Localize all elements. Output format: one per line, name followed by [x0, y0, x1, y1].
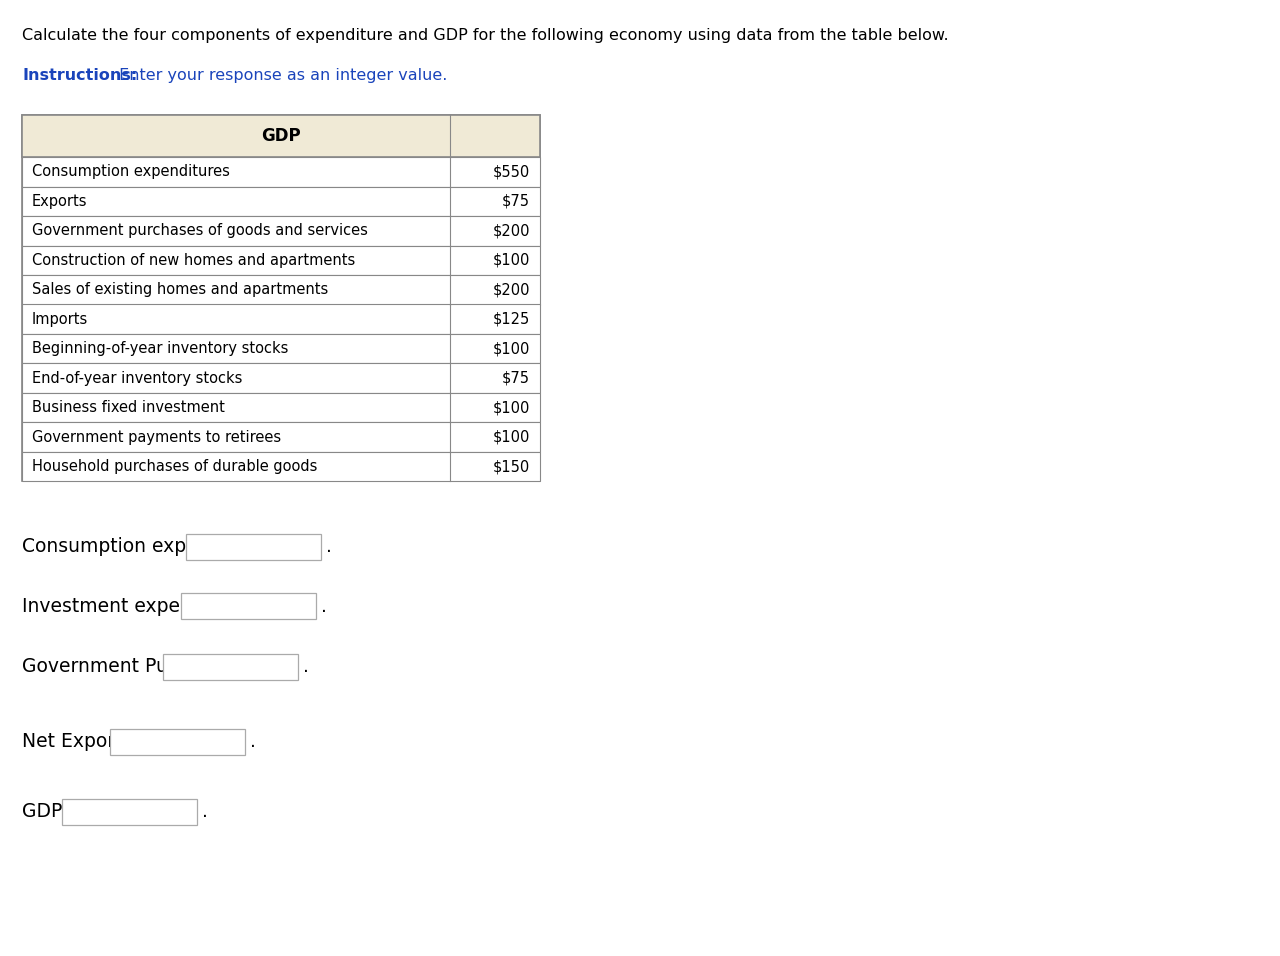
- Bar: [180, 594, 315, 619]
- Bar: [22, 305, 540, 334]
- Bar: [22, 115, 540, 157]
- Text: Government payments to retirees: Government payments to retirees: [32, 430, 282, 445]
- Bar: [22, 363, 540, 393]
- Bar: [22, 393, 540, 423]
- Text: $75: $75: [502, 371, 530, 386]
- Text: $125: $125: [493, 312, 530, 327]
- Text: Calculate the four components of expenditure and GDP for the following economy u: Calculate the four components of expendi…: [22, 28, 948, 43]
- Bar: [22, 452, 540, 482]
- Bar: [22, 423, 540, 452]
- Text: .: .: [326, 537, 333, 556]
- Bar: [187, 533, 321, 559]
- Text: $100: $100: [493, 430, 530, 445]
- Text: Net Exports: $: Net Exports: $: [22, 732, 156, 751]
- Text: GDP: $: GDP: $: [22, 802, 87, 821]
- Text: Government purchases of goods and services: Government purchases of goods and servic…: [32, 224, 367, 238]
- Bar: [110, 728, 244, 754]
- Bar: [22, 115, 540, 482]
- Text: .: .: [303, 657, 308, 676]
- Text: $100: $100: [493, 401, 530, 415]
- Text: Instructions:: Instructions:: [22, 68, 137, 83]
- Text: .: .: [250, 732, 256, 751]
- Bar: [163, 654, 298, 680]
- Text: GDP: GDP: [261, 127, 301, 145]
- Bar: [22, 334, 540, 363]
- Bar: [22, 157, 540, 186]
- Text: $200: $200: [493, 282, 530, 297]
- Text: Business fixed investment: Business fixed investment: [32, 401, 225, 415]
- Text: $150: $150: [493, 459, 530, 474]
- Text: Sales of existing homes and apartments: Sales of existing homes and apartments: [32, 282, 328, 297]
- Text: Consumption expenditures: $: Consumption expenditures: $: [22, 537, 298, 556]
- Bar: [22, 275, 540, 305]
- Bar: [22, 186, 540, 216]
- Text: Household purchases of durable goods: Household purchases of durable goods: [32, 459, 317, 474]
- Text: Consumption expenditures: Consumption expenditures: [32, 164, 230, 180]
- Text: Exports: Exports: [32, 194, 87, 208]
- Text: Government Purchases: $: Government Purchases: $: [22, 657, 265, 676]
- Text: Enter your response as an integer value.: Enter your response as an integer value.: [114, 68, 448, 83]
- Bar: [22, 246, 540, 275]
- Text: .: .: [320, 597, 326, 616]
- Text: $75: $75: [502, 194, 530, 208]
- Text: $100: $100: [493, 252, 530, 268]
- Bar: [22, 216, 540, 246]
- Text: Investment expenditures: $: Investment expenditures: $: [22, 597, 282, 616]
- Text: End-of-year inventory stocks: End-of-year inventory stocks: [32, 371, 242, 386]
- Text: Beginning-of-year inventory stocks: Beginning-of-year inventory stocks: [32, 341, 288, 357]
- Text: $200: $200: [493, 224, 530, 238]
- Text: Construction of new homes and apartments: Construction of new homes and apartments: [32, 252, 356, 268]
- Bar: [63, 798, 197, 824]
- Text: $100: $100: [493, 341, 530, 357]
- Text: $550: $550: [493, 164, 530, 180]
- Text: Imports: Imports: [32, 312, 88, 327]
- Text: .: .: [202, 802, 209, 821]
